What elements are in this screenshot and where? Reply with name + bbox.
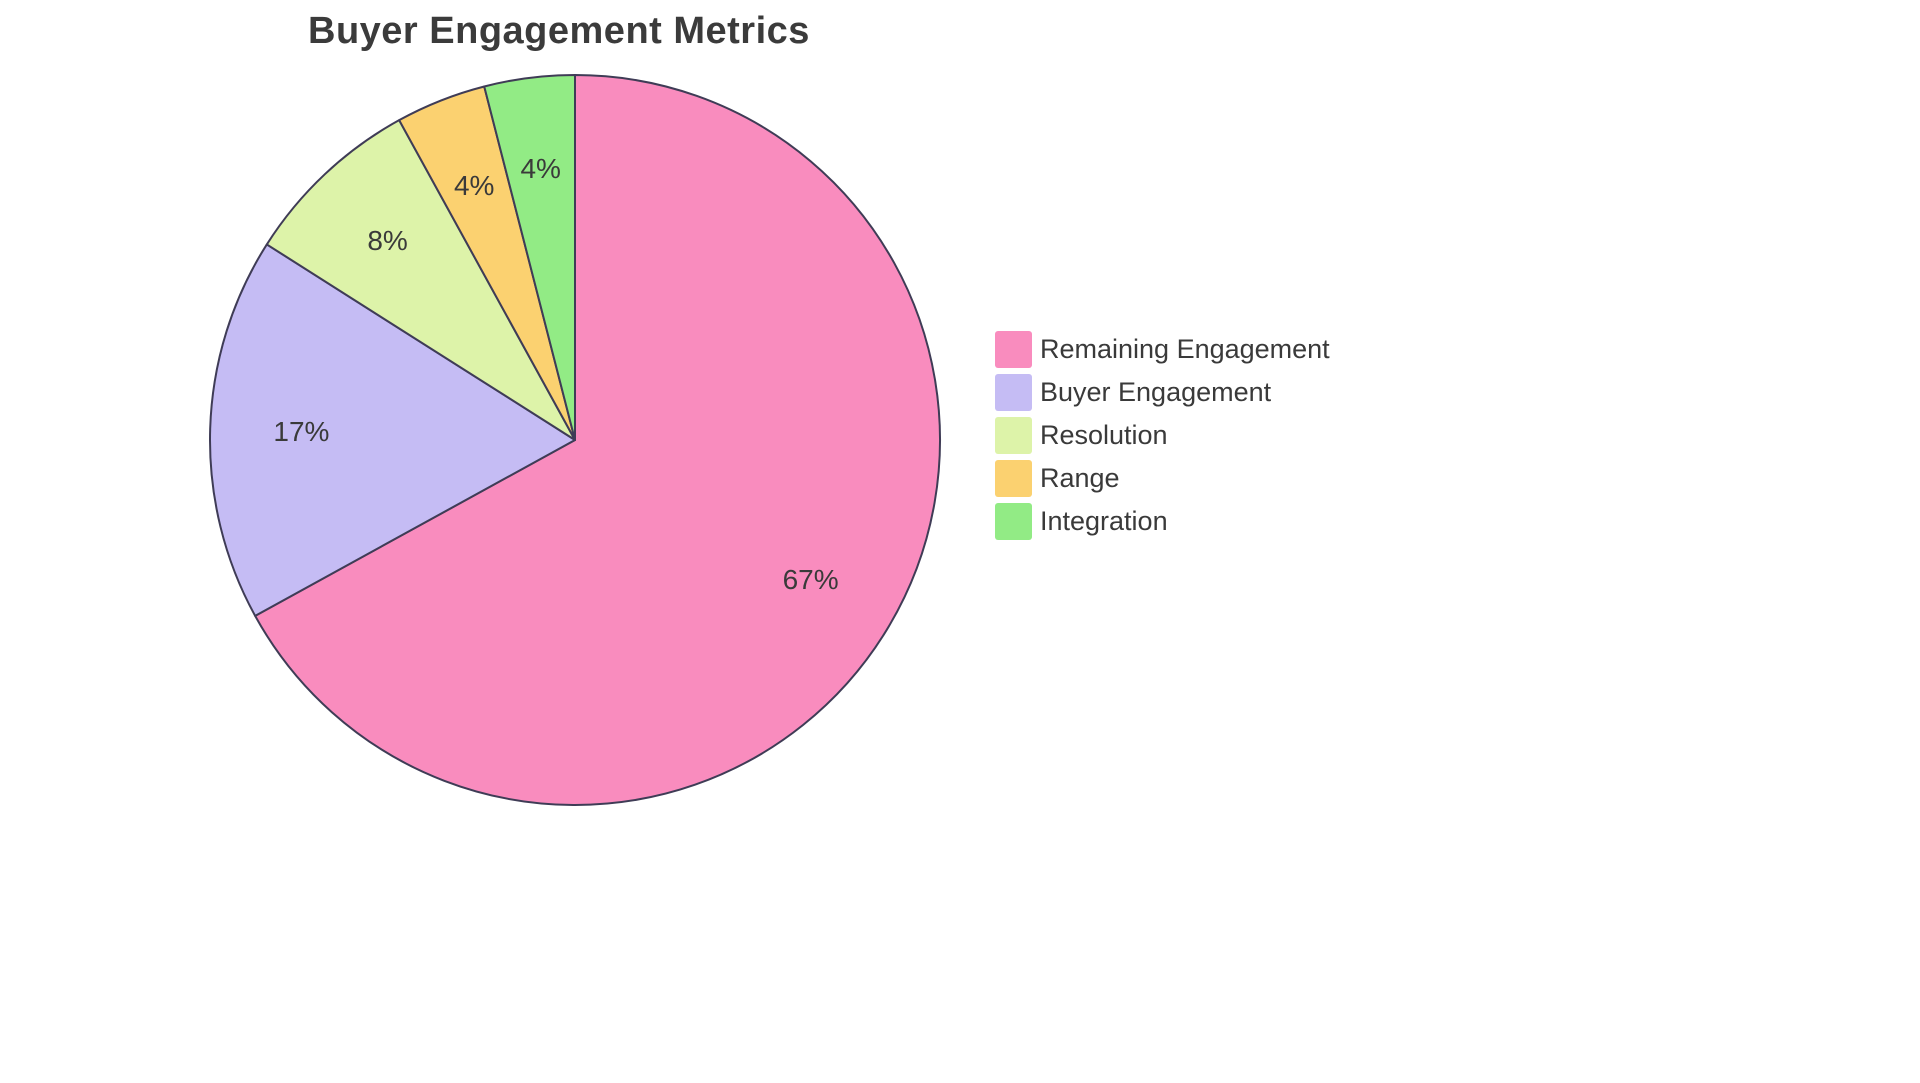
legend-label: Resolution — [1040, 419, 1168, 450]
slice-percent-label: 17% — [273, 416, 329, 447]
pie-slice — [265, 119, 576, 441]
chart-legend: Remaining Engagement Buyer Engagement Reso… — [995, 330, 1330, 540]
legend-item: Resolution — [995, 416, 1330, 454]
slice-percent-label: 4% — [520, 153, 560, 184]
legend-label: Range — [1040, 462, 1120, 493]
legend-item: Integration — [995, 502, 1330, 540]
legend-swatch — [995, 502, 1032, 540]
slice-percent-label: 67% — [783, 564, 839, 595]
legend-item: Remaining Engagement — [995, 330, 1330, 368]
chart-title: Buyer Engagement Metrics — [308, 10, 810, 52]
pie-slices-group — [209, 74, 941, 806]
pie-slice — [254, 74, 941, 806]
pie-labels-group: 67% 17% 8% 4% 4% — [273, 153, 838, 595]
legend-swatch — [995, 416, 1032, 454]
legend-label: Buyer Engagement — [1040, 376, 1272, 407]
legend-swatch — [995, 330, 1032, 368]
legend-item: Range — [995, 459, 1330, 497]
legend-item: Buyer Engagement — [995, 373, 1330, 411]
legend-swatch — [995, 373, 1032, 411]
slice-percent-label: 8% — [367, 225, 407, 256]
pie-slice — [209, 243, 576, 617]
pie-slice — [483, 74, 576, 441]
legend-label: Integration — [1040, 505, 1168, 536]
legend-label: Remaining Engagement — [1040, 333, 1330, 364]
slice-percent-label: 4% — [454, 170, 494, 201]
legend-swatch — [995, 459, 1032, 497]
